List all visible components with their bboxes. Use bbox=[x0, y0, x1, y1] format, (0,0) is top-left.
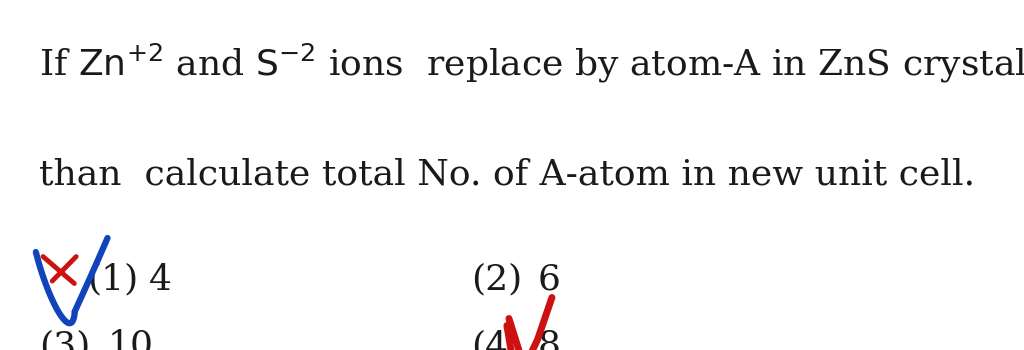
Text: (4): (4) bbox=[471, 329, 522, 350]
Text: If $\mathrm{Zn^{+2}}$ and $\mathrm{S^{-2}}$ ions  replace by atom-A in ZnS cryst: If $\mathrm{Zn^{+2}}$ and $\mathrm{S^{-2… bbox=[39, 42, 1024, 85]
Text: than  calculate total No. of A-atom in new unit cell.: than calculate total No. of A-atom in ne… bbox=[39, 158, 975, 191]
Text: 8: 8 bbox=[538, 329, 560, 350]
Text: 4: 4 bbox=[148, 262, 171, 296]
Text: (3): (3) bbox=[39, 329, 90, 350]
Text: (2): (2) bbox=[471, 262, 522, 296]
Text: 10: 10 bbox=[108, 329, 154, 350]
Text: (1): (1) bbox=[87, 262, 138, 296]
Text: 6: 6 bbox=[538, 262, 560, 296]
